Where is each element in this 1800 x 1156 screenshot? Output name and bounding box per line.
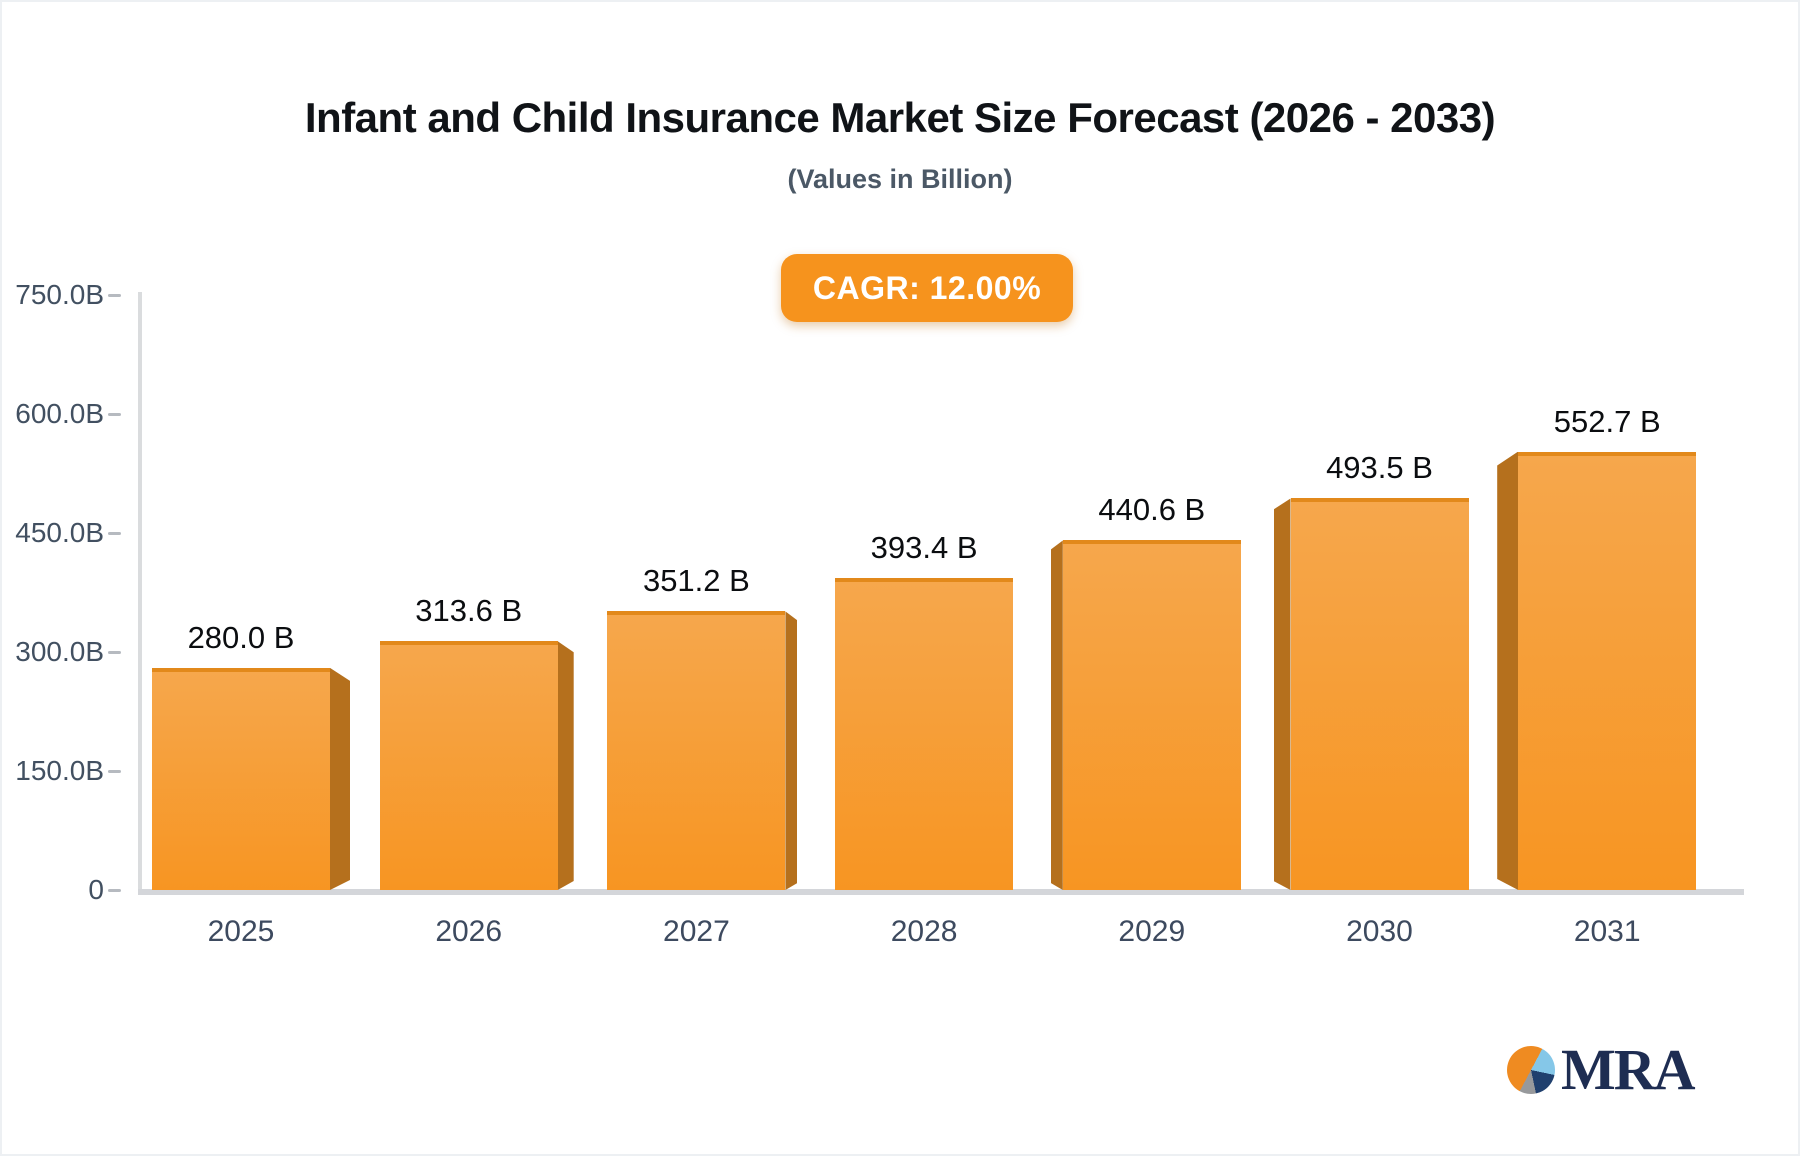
bar-value-label: 393.4 B <box>870 529 978 565</box>
y-tick-dash <box>108 532 121 535</box>
y-tick-dash <box>108 770 121 773</box>
x-tick-label: 2025 <box>207 915 275 948</box>
logo-text: MRA <box>1561 1037 1696 1102</box>
x-axis-line <box>138 889 1744 895</box>
bar-value-label: 493.5 B <box>1326 450 1433 486</box>
bar-side <box>1051 540 1063 890</box>
mra-logo: MRA <box>1507 1037 1696 1102</box>
bar-front-2031 <box>1518 451 1697 890</box>
y-tick-label: 600.0B <box>15 398 104 429</box>
bar-front-2028 <box>835 577 1014 890</box>
bar-front-2025 <box>152 667 330 890</box>
bar-value-label: 313.6 B <box>415 593 523 629</box>
y-tick-label: 450.0B <box>15 517 104 548</box>
bar-front-2030 <box>1290 498 1469 890</box>
y-tick-label: 0 <box>88 874 104 905</box>
y-tick-label: 150.0B <box>15 755 104 786</box>
bar-value-label: 440.6 B <box>1098 492 1206 528</box>
bar-value-label: 280.0 B <box>187 619 295 655</box>
y-tick-dash <box>108 889 121 892</box>
cagr-badge: CAGR: 12.00% <box>781 254 1073 322</box>
bar-side <box>558 641 574 890</box>
y-tick-label: 300.0B <box>15 636 104 667</box>
bar-front-2026 <box>379 641 558 890</box>
bar-front-2027 <box>607 611 786 890</box>
x-tick-label: 2028 <box>890 915 958 948</box>
bar-value-label: 552.7 B <box>1553 403 1661 439</box>
y-tick-dash <box>108 413 121 416</box>
bar-side <box>1497 452 1518 890</box>
chart-subtitle: (Values in Billion) <box>787 164 1013 194</box>
x-tick-label: 2027 <box>663 915 730 948</box>
x-tick-label: 2026 <box>435 915 503 948</box>
x-tick-label: 2030 <box>1346 915 1413 948</box>
x-tick-label: 2029 <box>1118 915 1186 948</box>
y-tick-dash <box>108 294 121 297</box>
bar-side <box>785 611 797 890</box>
bar-side <box>1274 498 1291 890</box>
y-tick-label: 750.0B <box>15 279 104 310</box>
x-tick-label: 2031 <box>1573 915 1641 948</box>
bar-front-2029 <box>1062 540 1241 890</box>
bar-value-label: 351.2 B <box>642 563 750 599</box>
y-axis-line <box>138 292 142 894</box>
chart-title: Infant and Child Insurance Market Size F… <box>304 94 1496 141</box>
bar-side <box>330 668 350 890</box>
pie-chart-logo-icon <box>1507 1046 1555 1094</box>
y-tick-dash <box>108 651 121 654</box>
